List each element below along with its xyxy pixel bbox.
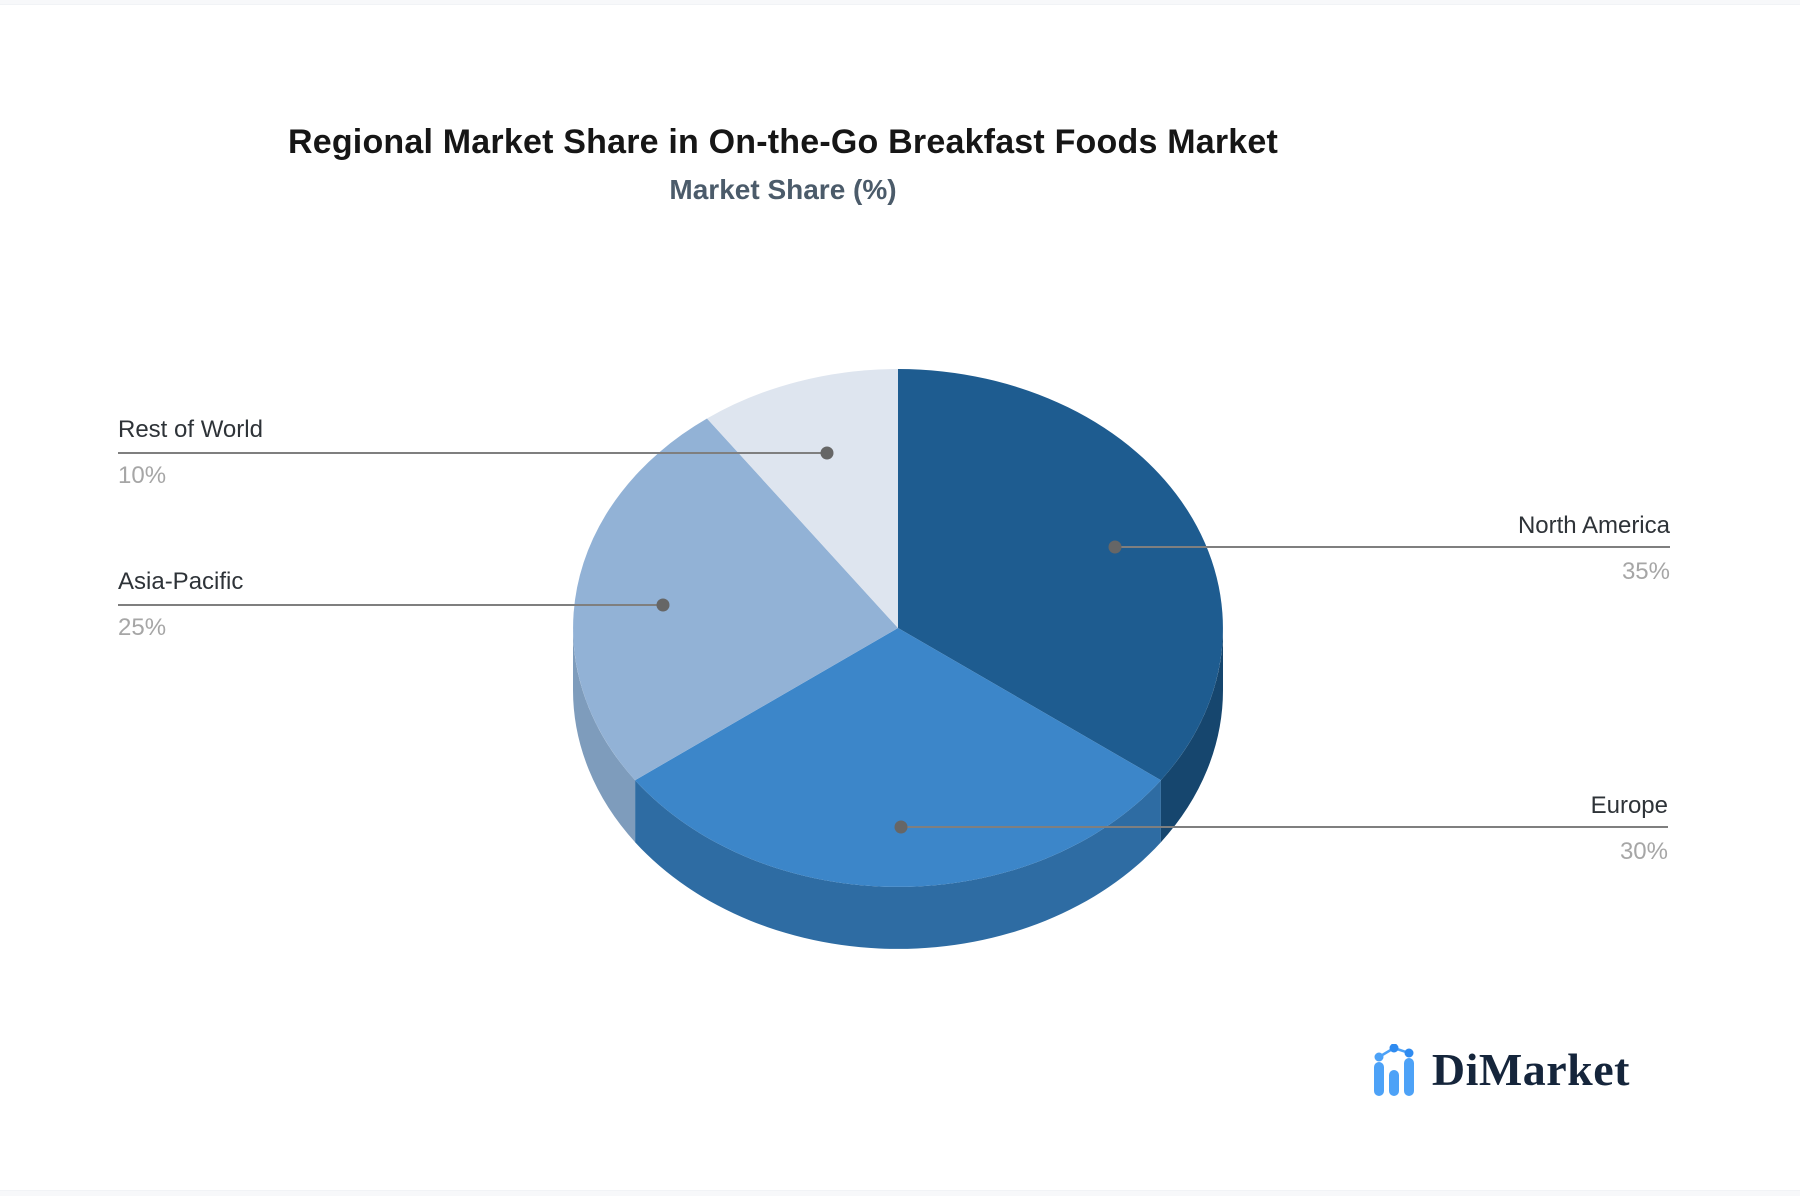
label-rest-of-world: Rest of World [118,416,263,444]
pie-slice-side-north-america [1160,628,1223,843]
pie-slice-side-asia-pacific [573,628,636,843]
label-europe: Europe [1268,792,1668,820]
label-north-america: North America [1270,512,1670,540]
slice-value: 30% [1619,838,1668,865]
pie-slice-asia-pacific[interactable] [573,418,898,781]
chart-subtitle: Market Share (%) [669,174,897,205]
slice-label: Europe [1590,792,1668,819]
slice-value: 25% [118,614,167,641]
brand-logo-text: DiMarket [1431,1044,1630,1095]
connector-dot-north-america [1108,540,1122,554]
connector-dot-europe [894,820,908,834]
slice-value: 35% [1621,558,1670,585]
brand-logo-icon [1373,1044,1414,1096]
chart-title: Regional Market Share in On-the-Go Break… [287,123,1279,161]
slice-label: North America [1517,512,1670,539]
pie-slice-rest-of-world[interactable] [707,369,898,628]
page-top-strip [0,0,1800,5]
connector-dot-rest-of-world [820,446,834,460]
brand-logo: DiMarket [1373,1036,1630,1096]
pie-slice-side-europe [635,780,1161,949]
pie-slice-europe[interactable] [635,628,1161,887]
label-asia-pacific: Asia-Pacific [118,568,243,596]
connector-dot-asia-pacific [656,598,670,612]
value-asia-pacific: 25% [118,614,166,642]
value-rest-of-world: 10% [118,462,166,490]
pie-slice-north-america[interactable] [898,369,1223,781]
slice-label: Asia-Pacific [118,568,244,595]
slice-value: 10% [118,462,167,489]
page-bottom-strip [0,1190,1800,1196]
value-europe: 30% [1268,838,1668,866]
value-north-america: 35% [1270,558,1670,586]
slice-label: Rest of World [118,416,263,443]
